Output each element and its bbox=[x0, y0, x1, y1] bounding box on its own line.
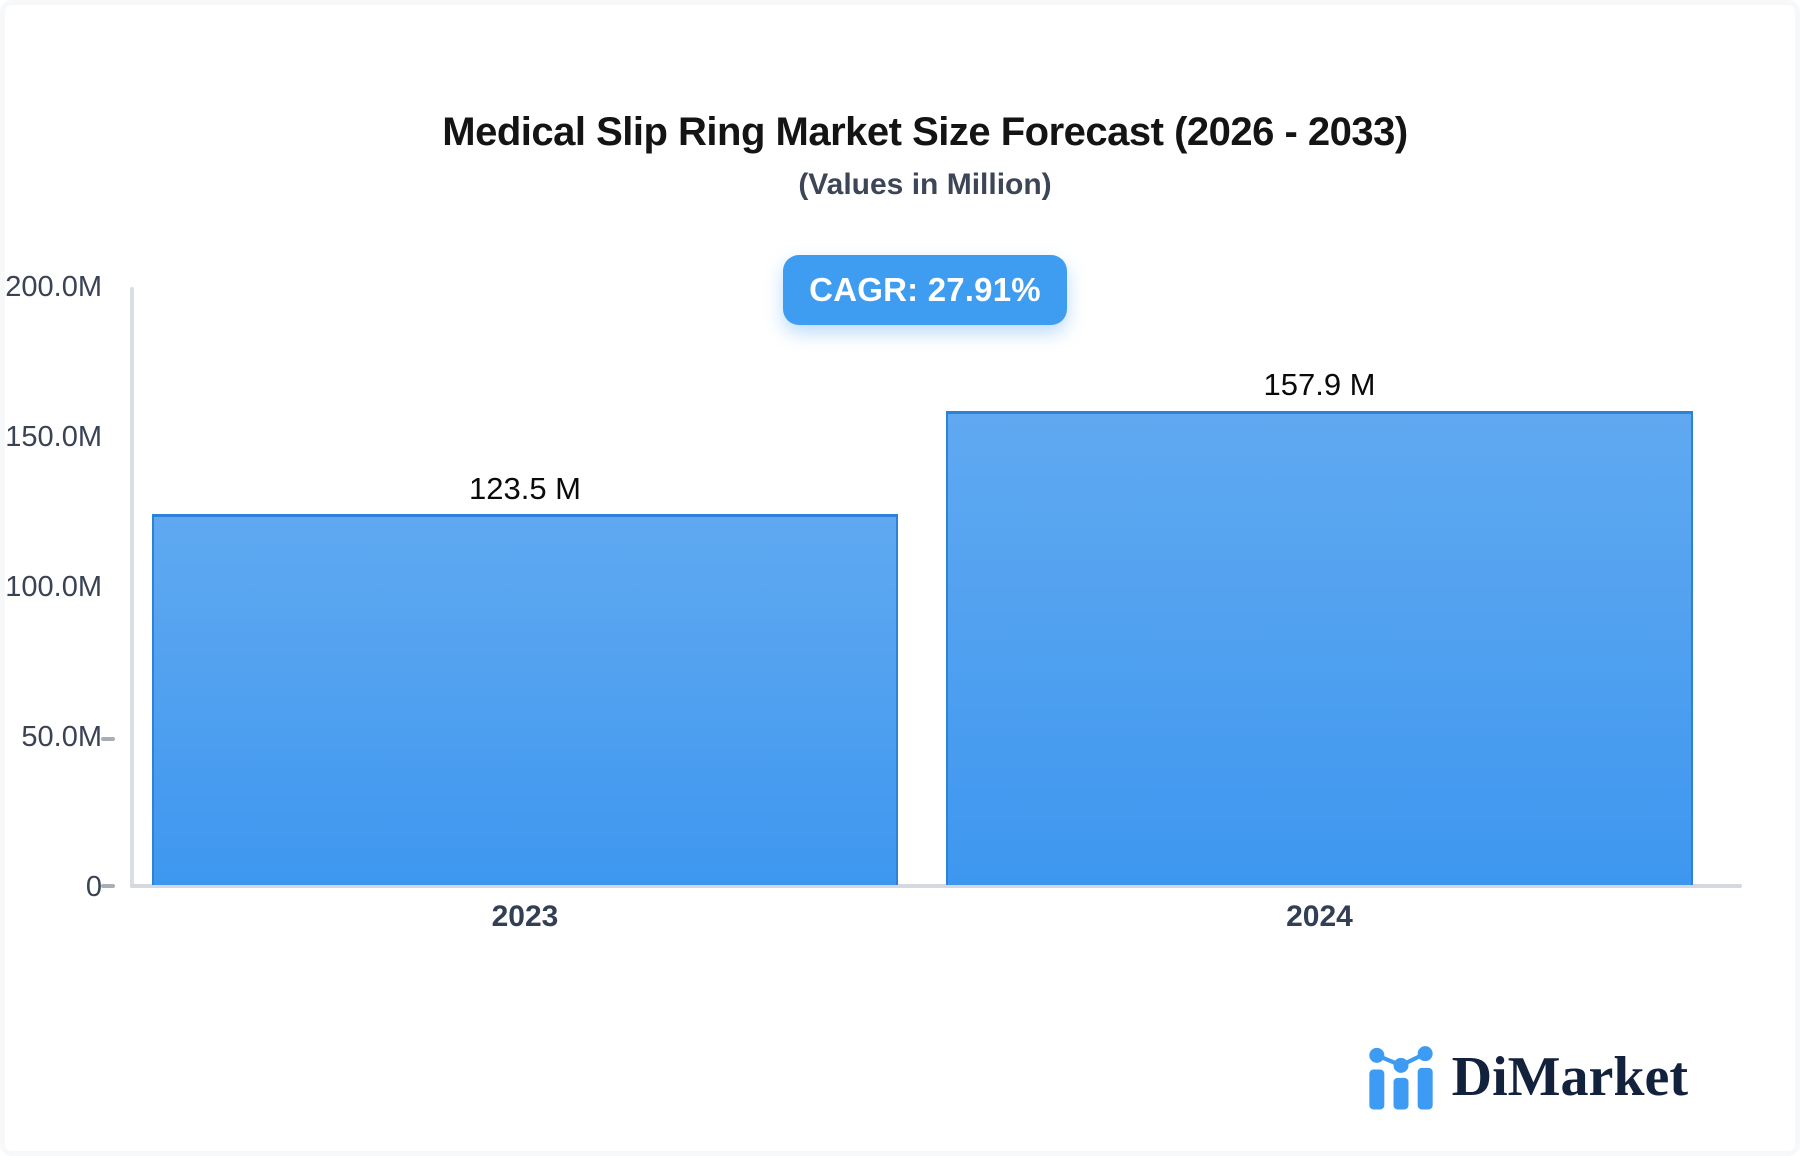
x-axis-line bbox=[130, 884, 1742, 888]
chart-subtitle: (Values in Million) bbox=[798, 168, 1052, 201]
y-tick-mark bbox=[101, 737, 115, 741]
y-axis-line bbox=[130, 287, 134, 888]
dimarket-bar-chart-logo-icon bbox=[1368, 1046, 1433, 1110]
dimarket-logo: DiMarket bbox=[1366, 1044, 1688, 1110]
y-axis-tick-label: 200.0M bbox=[5, 271, 102, 303]
y-tick-mark bbox=[101, 884, 115, 888]
cagr-badge: CAGR: 27.91% bbox=[783, 255, 1067, 325]
y-axis-tick-label: 150.0M bbox=[5, 421, 102, 453]
x-axis-label-2024: 2024 bbox=[1286, 900, 1353, 933]
bar-value-label-2024: 157.9 M bbox=[1263, 367, 1376, 402]
x-axis-label-2023: 2023 bbox=[491, 900, 559, 933]
y-axis-tick-label: 0 bbox=[85, 871, 102, 903]
bar-2024 bbox=[946, 411, 1693, 885]
bar-value-label-2023: 123.5 M bbox=[468, 471, 581, 506]
y-axis-tick-label: 100.0M bbox=[5, 571, 102, 603]
chart-title: Medical Slip Ring Market Size Forecast (… bbox=[442, 110, 1408, 154]
dimarket-logo-text: DiMarket bbox=[1451, 1046, 1688, 1108]
bar-2023 bbox=[152, 514, 898, 885]
y-axis-tick-label: 50.0M bbox=[21, 721, 102, 753]
